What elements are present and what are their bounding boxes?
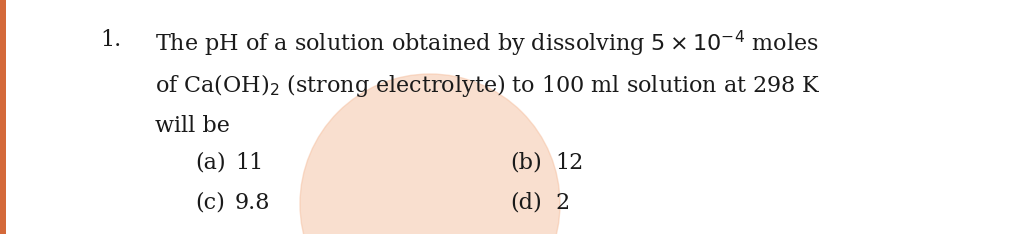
Text: (b): (b) (510, 152, 542, 174)
Text: of Ca(OH)$_2$ (strong electrolyte) to 100 ml solution at 298 K: of Ca(OH)$_2$ (strong electrolyte) to 10… (155, 72, 820, 99)
Bar (0, 0, 6, 234)
Text: The pH of a solution obtained by dissolving $5 \times 10^{-4}$ moles: The pH of a solution obtained by dissolv… (155, 29, 818, 59)
Text: 12: 12 (555, 152, 584, 174)
Circle shape (300, 74, 560, 234)
Text: (c): (c) (195, 192, 225, 214)
Text: 2: 2 (555, 192, 569, 214)
Text: (d): (d) (510, 192, 542, 214)
Text: 1.: 1. (100, 29, 121, 51)
Text: will be: will be (155, 115, 229, 137)
Text: (a): (a) (195, 152, 225, 174)
Text: 11: 11 (234, 152, 263, 174)
Text: 9.8: 9.8 (234, 192, 270, 214)
